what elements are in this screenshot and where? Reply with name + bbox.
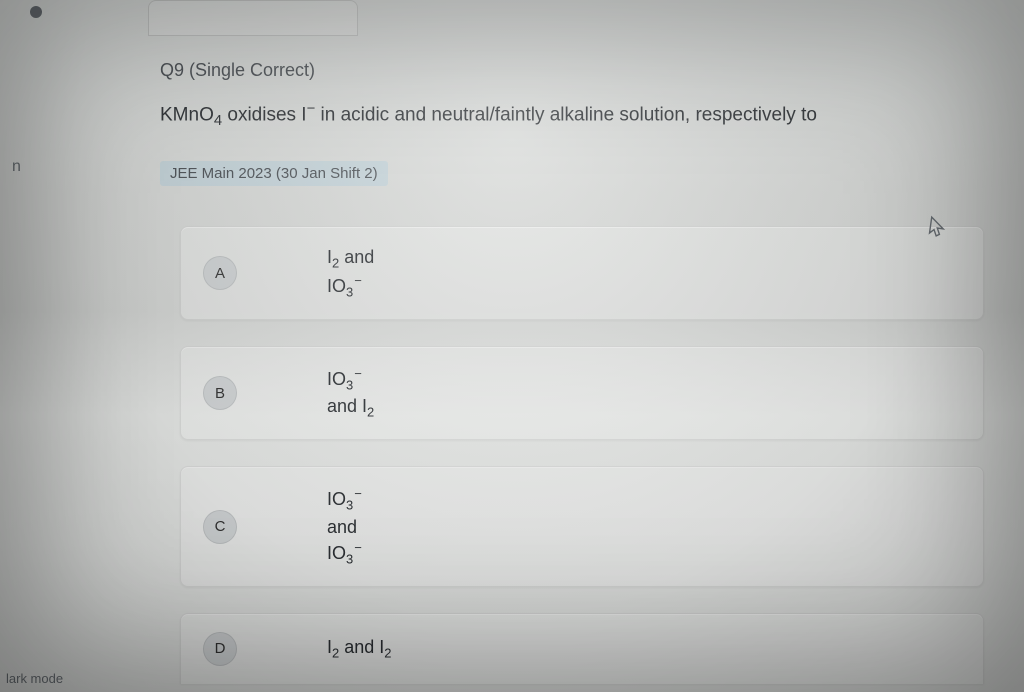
txt: and (339, 247, 374, 267)
option-a[interactable]: A I2 and IO3− (180, 226, 984, 320)
txt: and (327, 517, 357, 537)
option-letter: C (203, 510, 237, 544)
question-number-label: Q9 (Single Correct) (160, 60, 994, 81)
sub: 3 (346, 498, 353, 513)
q-mid: oxidises I (222, 104, 306, 125)
txt: and (339, 637, 379, 657)
question-panel: Q9 (Single Correct) KMnO4 oxidises I− in… (160, 60, 994, 684)
q-sup1: − (307, 101, 316, 117)
txt: and I (327, 396, 367, 416)
option-b-answer: IO3− and I2 (327, 365, 374, 421)
q-suffix: in acidic and neutral/faintly alkaline s… (315, 104, 817, 125)
cursor-icon (926, 215, 948, 245)
sub: 3 (346, 285, 353, 300)
sub: 2 (384, 646, 391, 661)
option-letter: D (203, 632, 237, 666)
option-letter: A (203, 256, 237, 290)
sup: − (354, 273, 362, 288)
options-list: A I2 and IO3− B IO3− and I2 C IO3− and I… (160, 226, 994, 684)
partial-tab-frame (148, 0, 358, 36)
sub: 2 (367, 405, 374, 420)
decor-dot (30, 6, 42, 18)
txt: IO (327, 543, 346, 563)
sup: − (354, 366, 362, 381)
q-prefix: KMnO (160, 104, 214, 125)
txt: IO (327, 276, 346, 296)
sub: 3 (346, 551, 353, 566)
txt: IO (327, 489, 346, 509)
footer-fragment: lark mode (6, 671, 63, 686)
sub: 3 (346, 378, 353, 393)
option-letter: B (203, 376, 237, 410)
sup: − (354, 486, 362, 501)
sup: − (354, 540, 362, 555)
option-c[interactable]: C IO3− and IO3− (180, 466, 984, 586)
option-c-answer: IO3− and IO3− (327, 485, 362, 567)
option-d-answer: I2 and I2 (327, 635, 392, 662)
exam-tag: JEE Main 2023 (30 Jan Shift 2) (160, 161, 388, 186)
question-text: KMnO4 oxidises I− in acidic and neutral/… (160, 101, 994, 129)
option-d[interactable]: D I2 and I2 (180, 613, 984, 684)
txt: IO (327, 369, 346, 389)
q-sub1: 4 (214, 113, 222, 129)
option-b[interactable]: B IO3− and I2 (180, 346, 984, 440)
option-a-answer: I2 and IO3− (327, 245, 374, 301)
stray-char: n (12, 158, 21, 176)
